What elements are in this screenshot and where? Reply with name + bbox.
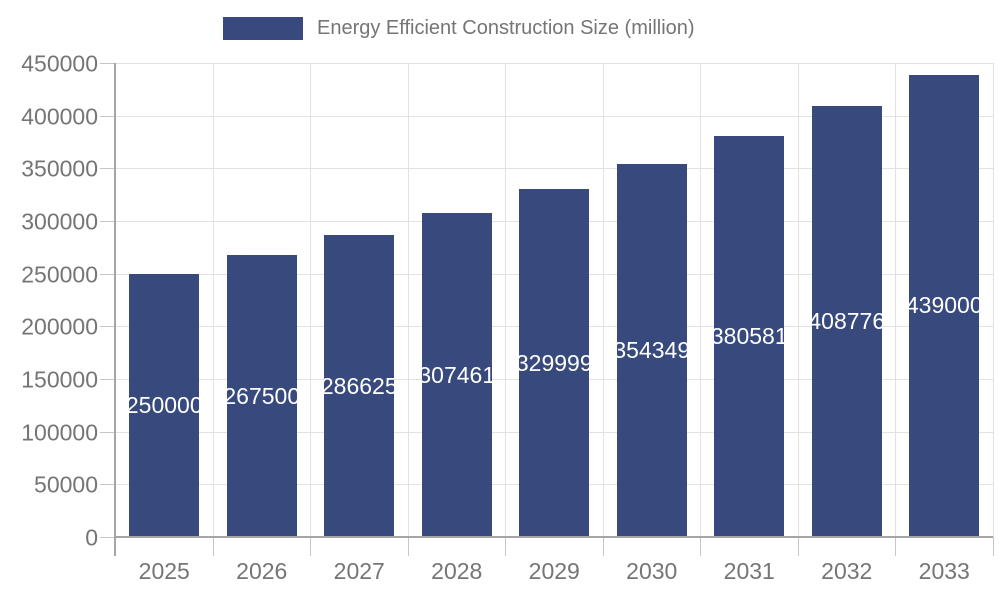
x-axis-tick-label: 2025 xyxy=(138,558,190,584)
y-axis-tick xyxy=(100,326,115,328)
x-axis-tick-label: 2033 xyxy=(918,558,970,584)
y-axis-tick-label: 200000 xyxy=(21,313,98,340)
y-axis-tick-label: 250000 xyxy=(21,261,98,288)
y-axis-tick-label: 100000 xyxy=(21,419,98,446)
bar-value-label: 250000 xyxy=(129,391,200,418)
bar: 354349 xyxy=(616,163,687,537)
grid-line-vertical xyxy=(700,63,701,537)
bar: 286625 xyxy=(324,235,395,537)
grid-line-vertical xyxy=(212,63,214,537)
bar-value-label: 380581 xyxy=(714,323,785,350)
x-axis-line xyxy=(114,536,993,538)
legend-item[interactable]: Energy Efficient Construction Size (mill… xyxy=(223,17,695,40)
grid-line-vertical xyxy=(992,63,994,537)
y-axis-tick xyxy=(100,484,115,486)
y-axis-tick xyxy=(100,273,115,275)
x-axis-tick-label: 2027 xyxy=(333,558,385,584)
x-axis-tick xyxy=(407,537,409,556)
grid-line-vertical xyxy=(407,63,409,537)
x-axis-tick xyxy=(797,537,799,556)
y-axis-tick-label: 400000 xyxy=(21,103,98,130)
x-axis-tick xyxy=(212,537,214,556)
y-axis-tick xyxy=(100,115,115,117)
y-axis-tick-label: 0 xyxy=(85,524,98,551)
y-axis-line xyxy=(114,63,116,556)
bar: 329999 xyxy=(519,189,590,537)
grid-line-vertical xyxy=(505,63,506,537)
y-axis-tick xyxy=(100,379,115,380)
bar-value-label: 307461 xyxy=(421,361,492,388)
grid-line-vertical xyxy=(310,63,311,537)
y-axis-tick-label: 150000 xyxy=(21,366,98,393)
y-axis-tick xyxy=(100,537,115,538)
x-axis-tick xyxy=(505,537,506,556)
x-axis-tick-label: 2031 xyxy=(723,558,775,584)
grid-line-horizontal xyxy=(115,63,993,64)
y-axis-tick xyxy=(100,221,115,222)
grid-line-horizontal xyxy=(115,115,993,117)
bar-value-label: 286625 xyxy=(324,372,395,399)
x-axis-tick-label: 2028 xyxy=(431,558,483,584)
legend-swatch xyxy=(223,17,303,40)
x-axis-tick xyxy=(700,537,701,556)
grid-line-vertical xyxy=(797,63,799,537)
y-axis-tick-label: 300000 xyxy=(21,208,98,235)
bar-value-label: 408776 xyxy=(811,308,882,335)
y-axis-tick xyxy=(100,431,115,433)
legend-label: Energy Efficient Construction Size (mill… xyxy=(317,17,695,39)
bar-value-label: 439000 xyxy=(909,292,980,319)
bar-value-label: 354349 xyxy=(616,336,687,363)
y-axis-tick xyxy=(100,168,115,170)
y-axis-tick-label: 450000 xyxy=(21,50,98,77)
x-axis-tick xyxy=(895,537,896,556)
bar: 380581 xyxy=(714,136,785,537)
plot-area: 250000 267500 286625 307461 329999 354349 3805… xyxy=(115,63,994,537)
x-axis-tick-label: 2029 xyxy=(528,558,580,584)
bar: 267500 xyxy=(226,255,297,537)
x-axis-tick-label: 2026 xyxy=(236,558,288,584)
x-axis-tick-label: 2030 xyxy=(626,558,678,584)
bar: 307461 xyxy=(421,213,492,537)
bar: 439000 xyxy=(909,74,980,537)
y-axis-tick xyxy=(100,63,115,64)
grid-line-horizontal xyxy=(115,168,993,170)
y-axis-tick-label: 350000 xyxy=(21,155,98,182)
x-axis-tick xyxy=(602,537,604,556)
x-axis-tick-label: 2032 xyxy=(821,558,873,584)
y-axis-tick-label: 50000 xyxy=(34,471,98,498)
bar-value-label: 329999 xyxy=(519,349,590,376)
bar: 250000 xyxy=(129,273,200,537)
grid-line-vertical xyxy=(895,63,896,537)
grid-line-vertical xyxy=(602,63,604,537)
bar-value-label: 267500 xyxy=(226,382,297,409)
x-axis-tick xyxy=(310,537,311,556)
bar: 408776 xyxy=(811,106,882,537)
x-axis-tick xyxy=(992,537,994,556)
